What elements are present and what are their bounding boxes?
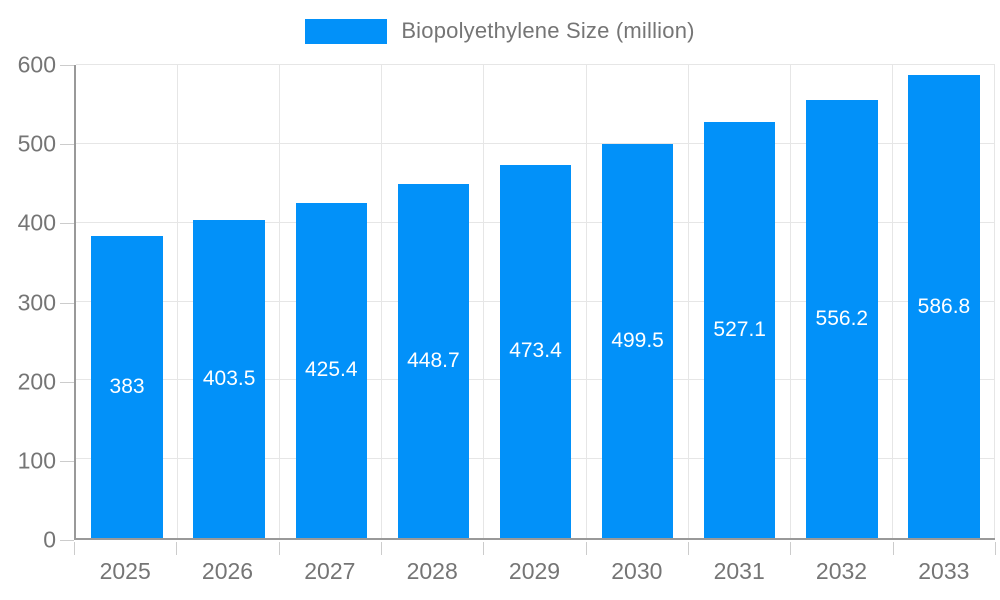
x-axis-tick-label: 2033 — [918, 558, 970, 584]
x-axis-tick-label: 2031 — [713, 558, 765, 584]
bar[interactable]: 499.5 — [601, 144, 674, 538]
gridline-vertical — [789, 65, 791, 538]
bar-value-label: 383 — [109, 375, 145, 399]
bar-value-label: 556.2 — [815, 306, 869, 330]
x-axis-tick-mark — [892, 542, 894, 555]
x-axis-tick-mark — [74, 542, 75, 555]
bar[interactable]: 403.5 — [193, 219, 265, 538]
x-axis-tick-mark — [176, 542, 178, 555]
legend-swatch — [305, 18, 388, 44]
y-axis-tick-label: 600 — [17, 51, 56, 78]
x-axis-tick-mark — [483, 542, 485, 555]
gridline-horizontal — [76, 64, 995, 65]
gridline-vertical — [585, 65, 587, 538]
bar[interactable]: 556.2 — [806, 99, 878, 538]
x-axis-tick-mark — [278, 542, 280, 555]
bar[interactable]: 383 — [91, 236, 163, 538]
bar-value-label: 527.1 — [713, 318, 766, 342]
bar-value-label: 448.7 — [407, 349, 460, 373]
legend[interactable]: Biopolyethylene Size (million) — [0, 18, 1000, 44]
y-axis-tick-mark — [60, 302, 74, 304]
bar-value-label: 425.4 — [304, 358, 358, 382]
x-axis-tick-mark — [381, 542, 382, 555]
gridline-horizontal — [76, 142, 995, 144]
gridline-vertical — [177, 65, 179, 538]
y-axis-tick-mark — [60, 65, 74, 66]
x-axis-tick-mark — [790, 542, 792, 555]
gridline-vertical — [483, 65, 485, 538]
bar-value-label: 586.8 — [917, 294, 971, 318]
y-axis-tick-label: 200 — [17, 368, 56, 395]
x-axis-tick-label: 2027 — [304, 558, 356, 584]
y-axis-tick-label: 400 — [17, 209, 56, 236]
bar[interactable]: 425.4 — [295, 202, 367, 538]
bar-value-label: 499.5 — [611, 329, 664, 353]
x-axis-tick-label: 2025 — [99, 558, 151, 584]
y-axis-tick-label: 500 — [17, 130, 56, 157]
bar[interactable]: 527.1 — [703, 122, 776, 538]
gridline-vertical — [381, 65, 383, 538]
x-axis-tick-label: 2029 — [508, 558, 561, 584]
bar[interactable]: 473.4 — [499, 164, 572, 538]
y-axis-tick-mark — [60, 144, 74, 146]
bar-value-label: 403.5 — [202, 366, 256, 390]
x-axis-tick-mark — [995, 542, 996, 555]
gridline-vertical — [994, 65, 995, 538]
y-axis-tick-label: 0 — [43, 526, 56, 553]
gridline-vertical — [279, 65, 281, 538]
legend-label: Biopolyethylene Size (million) — [401, 18, 695, 43]
x-axis-tick-label: 2030 — [611, 558, 663, 584]
bar-value-label: 473.4 — [509, 339, 562, 363]
y-axis-tick-mark — [60, 381, 74, 383]
x-axis-tick-label: 2026 — [201, 558, 254, 584]
x-axis-tick-mark — [585, 542, 587, 555]
x-axis-tick-mark — [688, 542, 689, 555]
y-axis-tick-mark — [60, 540, 74, 541]
y-axis-tick-label: 300 — [17, 289, 56, 315]
y-axis-tick-mark — [60, 223, 74, 225]
bar[interactable]: 586.8 — [908, 75, 980, 538]
y-axis-tick-label: 100 — [17, 447, 56, 474]
y-axis-tick-mark — [60, 460, 74, 462]
gridline-vertical — [687, 65, 689, 538]
x-axis-tick-label: 2032 — [815, 558, 868, 584]
bar[interactable]: 448.7 — [397, 184, 470, 538]
gridline-vertical — [891, 65, 893, 538]
plot-area: 383 403.5 425.4 448.7 473.4 499.5 527.1 556.2 58… — [74, 64, 995, 540]
x-axis-tick-label: 2028 — [406, 558, 458, 584]
